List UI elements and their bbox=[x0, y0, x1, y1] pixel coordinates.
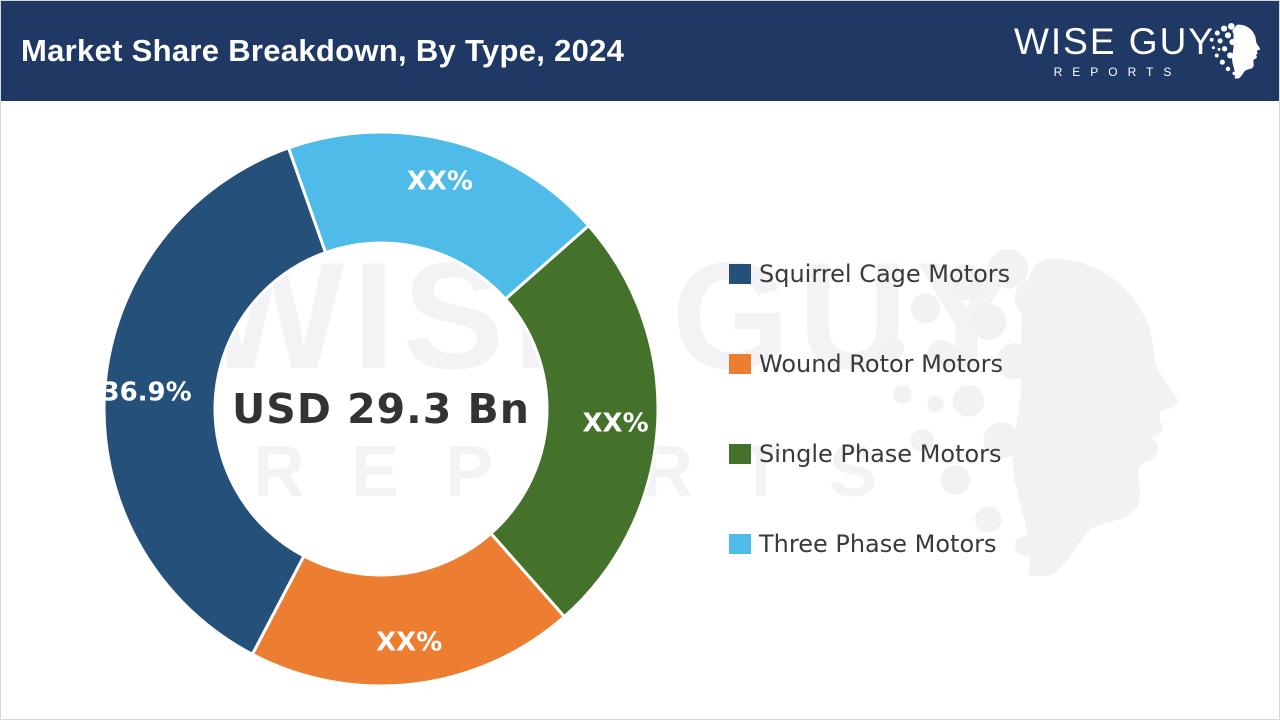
segment-label-2: XX% bbox=[583, 409, 649, 439]
brand-subtitle: REPORTS bbox=[1053, 65, 1182, 80]
legend-swatch-icon bbox=[729, 263, 751, 284]
segment-label-3: XX% bbox=[407, 167, 473, 197]
legend-label: Single Phase Motors bbox=[759, 439, 1002, 468]
legend-label: Squirrel Cage Motors bbox=[759, 259, 1011, 288]
legend-item-2: Single Phase Motors bbox=[729, 438, 1010, 469]
legend-swatch-icon bbox=[729, 443, 751, 464]
legend-item-3: Three Phase Motors bbox=[729, 528, 1010, 559]
legend-label: Wound Rotor Motors bbox=[759, 349, 1004, 378]
donut-center-value: USD 29.3 Bn bbox=[232, 385, 530, 433]
legend-swatch-icon bbox=[729, 353, 751, 374]
segment-label-1: XX% bbox=[376, 627, 442, 657]
legend-item-0: Squirrel Cage Motors bbox=[729, 258, 1010, 289]
donut-segment-3 bbox=[287, 130, 591, 301]
chart-area: WISE GUY REPORTS 36.9%XX%XX%XX% USD 29.3… bbox=[1, 101, 1279, 719]
donut-chart: 36.9% XX% XX% XX% bbox=[101, 130, 660, 688]
legend-label: Three Phase Motors bbox=[759, 529, 997, 558]
chart-legend: Squirrel Cage Motors Wound Rotor Motors Si… bbox=[729, 258, 1010, 559]
brand-face-icon bbox=[1209, 23, 1261, 79]
brand-logo: WISE GUY REPORTS bbox=[1014, 11, 1261, 91]
page-title: Market Share Breakdown, By Type, 2024 bbox=[21, 33, 625, 68]
brand-name: WISE GUY bbox=[1013, 20, 1215, 62]
legend-swatch-icon bbox=[729, 533, 751, 554]
segment-label-0: 36.9% bbox=[101, 377, 191, 407]
header-bar: Market Share Breakdown, By Type, 2024 WI… bbox=[1, 1, 1279, 101]
legend-item-1: Wound Rotor Motors bbox=[729, 348, 1010, 379]
donut-segment-1 bbox=[250, 531, 566, 688]
brand-logo-text: WISE GUY REPORTS bbox=[1013, 20, 1215, 80]
donut-segment-2 bbox=[489, 224, 660, 619]
donut-segment-0 bbox=[102, 146, 328, 656]
